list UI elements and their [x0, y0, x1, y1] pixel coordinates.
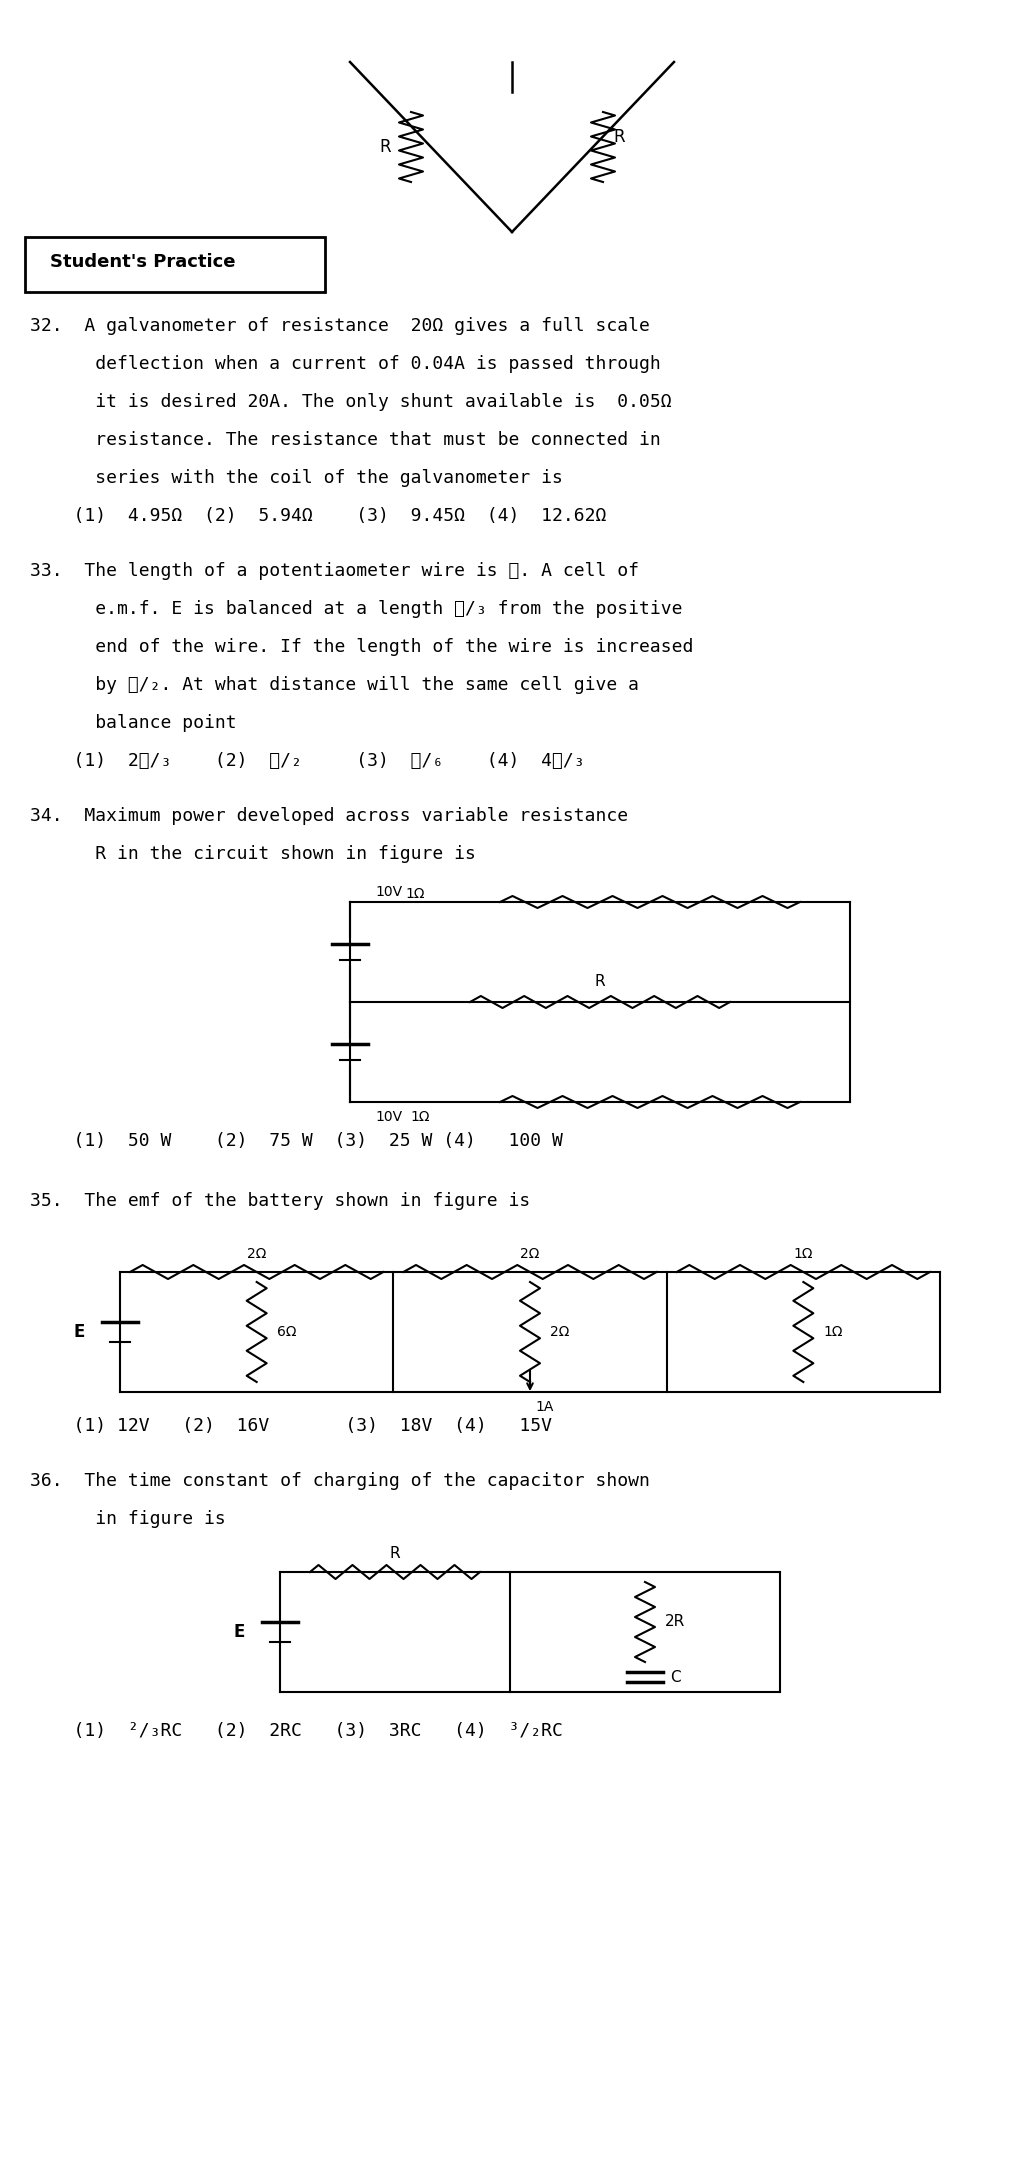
Text: 6Ω: 6Ω: [276, 1325, 296, 1338]
Text: (1) 12V   (2)  16V       (3)  18V  (4)   15V: (1) 12V (2) 16V (3) 18V (4) 15V: [30, 1416, 552, 1436]
Text: series with the coil of the galvanometer is: series with the coil of the galvanometer…: [30, 469, 563, 486]
Text: Student's Practice: Student's Practice: [50, 253, 236, 270]
Text: R in the circuit shown in figure is: R in the circuit shown in figure is: [30, 845, 476, 863]
Text: 10V: 10V: [375, 884, 402, 899]
Text: (1)  ²/₃RC   (2)  2RC   (3)  3RC   (4)  ³/₂RC: (1) ²/₃RC (2) 2RC (3) 3RC (4) ³/₂RC: [30, 1721, 563, 1740]
Text: it is desired 20A. The only shunt available is  0.05Ω: it is desired 20A. The only shunt availa…: [30, 393, 672, 411]
Text: balance point: balance point: [30, 713, 237, 733]
Text: E: E: [74, 1323, 85, 1340]
Text: 1Ω: 1Ω: [794, 1247, 813, 1260]
Text: resistance. The resistance that must be connected in: resistance. The resistance that must be …: [30, 430, 660, 450]
Text: by ℓ/₂. At what distance will the same cell give a: by ℓ/₂. At what distance will the same c…: [30, 677, 639, 694]
Text: (1)  4.95Ω  (2)  5.94Ω    (3)  9.45Ω  (4)  12.62Ω: (1) 4.95Ω (2) 5.94Ω (3) 9.45Ω (4) 12.62Ω: [30, 508, 606, 525]
Text: R: R: [390, 1546, 400, 1561]
Text: 1Ω: 1Ω: [410, 1109, 429, 1124]
Text: C: C: [670, 1669, 681, 1684]
Text: R: R: [613, 128, 625, 147]
Text: 1A: 1A: [535, 1401, 553, 1414]
Text: in figure is: in figure is: [30, 1509, 225, 1529]
Text: E: E: [233, 1624, 245, 1641]
Text: 35.  The emf of the battery shown in figure is: 35. The emf of the battery shown in figu…: [30, 1191, 530, 1211]
Text: 1Ω: 1Ω: [823, 1325, 843, 1338]
FancyBboxPatch shape: [25, 238, 325, 292]
Text: e.m.f. E is balanced at a length ℓ/₃ from the positive: e.m.f. E is balanced at a length ℓ/₃ fro…: [30, 601, 683, 618]
Text: R: R: [379, 138, 391, 156]
Text: R: R: [595, 975, 605, 990]
Text: 2R: 2R: [665, 1615, 685, 1630]
Text: (1)  2ℓ/₃    (2)  ℓ/₂     (3)  ℓ/₆    (4)  4ℓ/₃: (1) 2ℓ/₃ (2) ℓ/₂ (3) ℓ/₆ (4) 4ℓ/₃: [30, 752, 585, 770]
Text: (1)  50 W    (2)  75 W  (3)  25 W (4)   100 W: (1) 50 W (2) 75 W (3) 25 W (4) 100 W: [30, 1133, 563, 1150]
Text: 32.  A galvanometer of resistance  20Ω gives a full scale: 32. A galvanometer of resistance 20Ω giv…: [30, 318, 650, 335]
Text: 2Ω: 2Ω: [247, 1247, 266, 1260]
Text: 10V: 10V: [375, 1109, 402, 1124]
Text: deflection when a current of 0.04A is passed through: deflection when a current of 0.04A is pa…: [30, 355, 660, 374]
Text: 2Ω: 2Ω: [520, 1247, 540, 1260]
Text: 2Ω: 2Ω: [550, 1325, 569, 1338]
Text: end of the wire. If the length of the wire is increased: end of the wire. If the length of the wi…: [30, 638, 693, 655]
Text: 36.  The time constant of charging of the capacitor shown: 36. The time constant of charging of the…: [30, 1472, 650, 1490]
Text: 33.  The length of a potentiaometer wire is ℓ. A cell of: 33. The length of a potentiaometer wire …: [30, 562, 639, 579]
Text: 34.  Maximum power developed across variable resistance: 34. Maximum power developed across varia…: [30, 806, 628, 826]
Text: 1Ω: 1Ω: [406, 886, 425, 902]
